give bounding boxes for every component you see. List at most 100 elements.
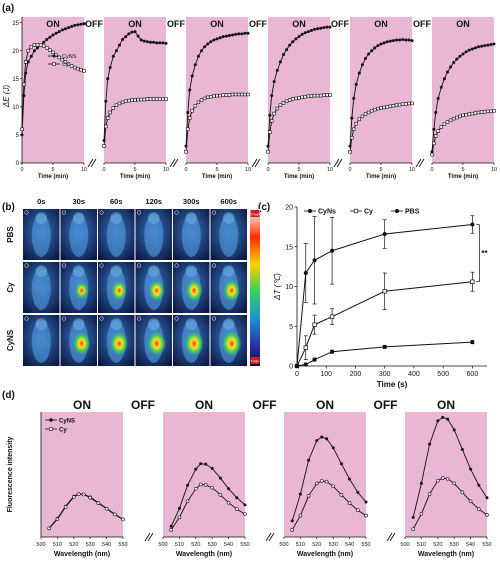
a-point-cyns	[480, 44, 484, 48]
a-series-cyns-line	[21, 23, 85, 135]
panel-label-a: (a)	[2, 3, 14, 14]
a-point-cy	[272, 111, 276, 116]
a-point-cyns	[325, 25, 329, 29]
a-point-cy	[404, 102, 408, 106]
a-point-cy	[270, 119, 274, 123]
d-x-tick-label: 530	[86, 542, 95, 548]
c-point-cy	[312, 322, 317, 327]
a-point-cyns	[70, 25, 74, 29]
a-point-cyns	[209, 40, 213, 44]
a-point-cyns	[224, 34, 228, 38]
a-point-cy	[325, 93, 329, 97]
a-point-cy	[373, 107, 377, 112]
a-point-cy	[448, 118, 453, 123]
a-point-cyns	[483, 44, 487, 48]
d-point-cy	[440, 476, 445, 480]
a-point-cyns	[319, 26, 323, 30]
d-point-cyns	[320, 435, 324, 439]
a-x-axis-label: Time (min)	[38, 174, 68, 180]
a-point-cy	[366, 110, 371, 115]
d-point-cy	[347, 501, 352, 505]
a-point-cyns	[449, 65, 453, 69]
a-point-cyns	[212, 38, 216, 42]
d-x-tick-label: 540	[224, 542, 233, 548]
a-x-axis-label: Time (min)	[448, 174, 478, 180]
d-legend-marker-cyns	[49, 418, 53, 422]
d-panel-bg-2	[284, 412, 366, 537]
d-point-cy	[235, 507, 239, 511]
b-hotspot	[223, 279, 240, 302]
d-panel-bg-3	[405, 412, 487, 537]
d-x-axis-label: Wavelength (nm)	[418, 551, 474, 558]
d-point-cyns	[218, 476, 222, 480]
d-axis-break-2-1	[265, 532, 272, 542]
a-point-cy	[209, 95, 213, 99]
a-point-cy	[455, 115, 459, 120]
a-point-cy	[439, 125, 443, 129]
a-point-cyns	[486, 43, 490, 47]
a-point-cyns	[404, 38, 408, 42]
a-point-cyns	[303, 31, 307, 35]
a-point-cyns	[234, 32, 238, 36]
d-x-tick-label: 500	[400, 542, 409, 548]
b-marker-circle	[136, 316, 142, 321]
d-point-cy	[121, 517, 125, 522]
d-point-cyns	[307, 458, 311, 462]
a-point-cyns	[196, 54, 200, 58]
d-point-cy	[460, 490, 465, 495]
d-x-tick-label: 520	[69, 542, 78, 548]
a-x-tick-label: 5	[461, 167, 464, 173]
c-point-cyns	[303, 270, 308, 275]
a-state-label: ON	[46, 19, 60, 29]
a-point-cy	[127, 98, 131, 103]
a-panel-bg-5	[432, 17, 494, 163]
a-point-cy	[492, 109, 496, 113]
b-mouse-head	[72, 318, 85, 331]
b-mouse-head	[35, 265, 48, 278]
a-point-cyns	[121, 37, 125, 41]
a-point-cyns	[288, 43, 292, 47]
a-point-cy	[111, 106, 116, 110]
a-point-cy	[32, 43, 37, 47]
d-point-cy	[314, 481, 319, 486]
a-point-cyns	[57, 30, 61, 34]
a-point-cy	[482, 110, 487, 114]
b-mouse-head	[222, 212, 235, 225]
b-mouse-silhouette	[31, 214, 51, 257]
a-point-cy	[20, 127, 24, 132]
a-point-cy	[397, 102, 402, 107]
d-x-tick-label: 520	[433, 542, 442, 548]
a-point-cy	[188, 116, 192, 120]
a-panel-bg-0	[22, 17, 84, 163]
a-point-cy	[369, 109, 374, 113]
d-point-cyns	[315, 439, 319, 443]
a-point-cy	[60, 57, 65, 62]
d-point-cyns	[436, 419, 440, 423]
c-series-cyns-line	[296, 223, 473, 367]
a-point-cyns	[401, 37, 405, 41]
a-point-cyns	[54, 31, 58, 35]
a-state-label: OFF	[249, 19, 267, 29]
a-point-cy	[303, 95, 307, 99]
a-point-cyns	[473, 46, 477, 50]
a-point-cy	[391, 104, 396, 108]
c-x-tick-label: 600	[467, 371, 479, 378]
d-point-cy	[306, 494, 311, 498]
a-point-cyns	[322, 26, 326, 30]
a-point-cy	[451, 116, 456, 121]
b-colorbar-top-label: Tmax	[250, 212, 260, 217]
a-point-cyns	[357, 71, 361, 75]
a-point-cyns	[464, 50, 468, 54]
d-point-cyns	[227, 487, 231, 491]
d-point-cy	[203, 483, 208, 487]
c-y-axis-label: ΔT (℃)	[273, 273, 282, 301]
a-point-cyns	[275, 68, 279, 72]
a-point-cy	[136, 97, 140, 102]
b-mouse-silhouette	[69, 214, 89, 257]
d-x-tick-label: 530	[208, 542, 217, 548]
a-point-cyns	[442, 77, 446, 81]
a-x-tick-label: 10	[409, 167, 415, 173]
d-axis-break-3-1	[386, 532, 393, 542]
a-point-cy	[360, 114, 365, 119]
